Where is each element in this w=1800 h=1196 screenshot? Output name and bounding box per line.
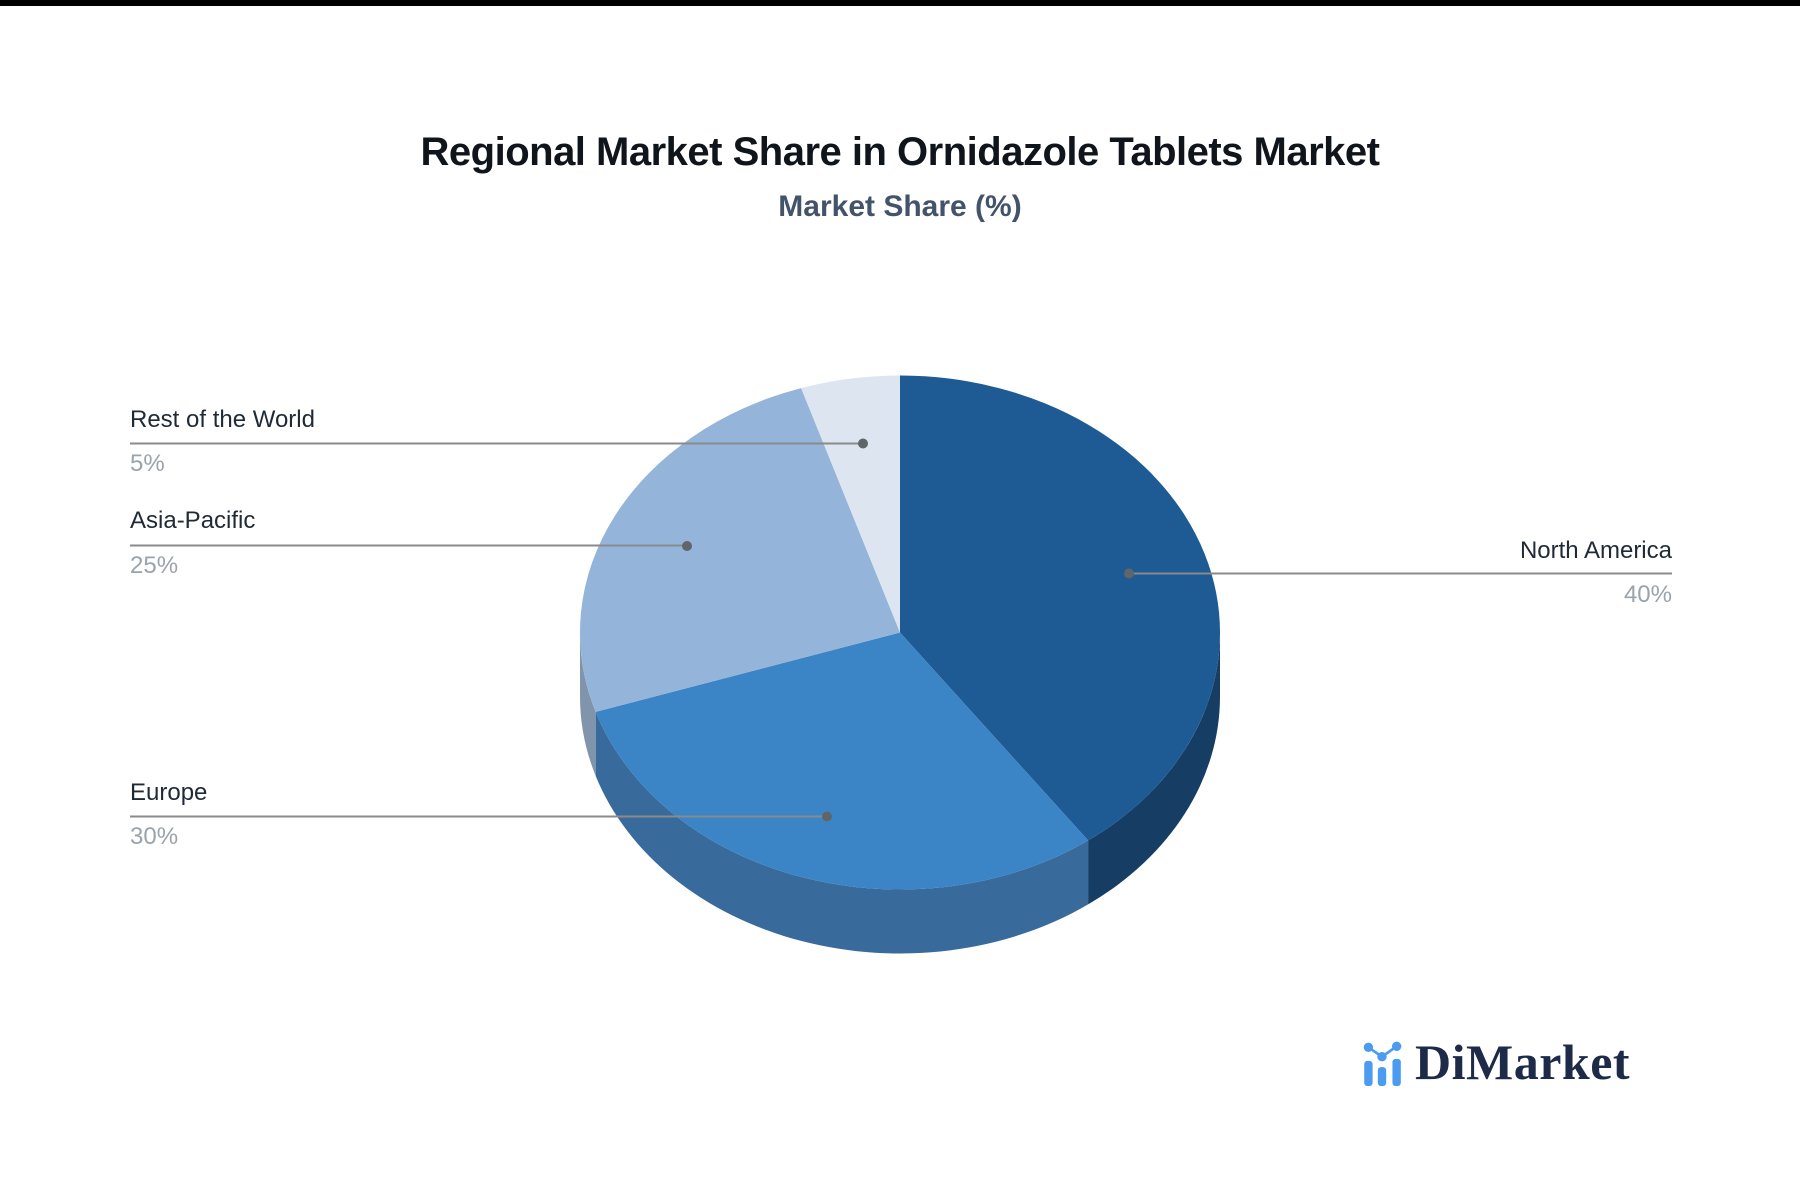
leader-dot-rest-of-the-world	[858, 438, 868, 449]
callout-europe-name: Europe	[130, 779, 208, 806]
top-edge-bar	[0, 0, 1800, 6]
brand-chart-icon	[1363, 1041, 1402, 1086]
callout-rest-of-the-world-name: Rest of the World	[130, 406, 315, 433]
callout-europe-pct: 30%	[130, 823, 179, 850]
brand-text: DiMarket	[1415, 1034, 1631, 1090]
leader-dot-north-america	[1124, 568, 1134, 579]
pie-slice-europe	[595, 632, 1089, 890]
pie-slice-side-asia-pacific	[580, 632, 596, 776]
leader-lines	[130, 438, 1672, 822]
leader-dot-asia-pacific	[682, 541, 692, 551]
pie-slice-asia-pacific	[580, 388, 900, 712]
callout-asia-pacific-pct: 25%	[130, 552, 179, 579]
pie-slice-north-america	[900, 375, 1221, 841]
pie-slice-rest-of-the-world	[801, 375, 900, 633]
leader-dot-europe	[822, 811, 832, 822]
callout-rest-of-the-world-pct: 5%	[130, 450, 165, 477]
pie-slice-side-north-america	[1088, 632, 1220, 905]
callout-north-america-name: North America	[1519, 537, 1672, 564]
chart-subtitle: Market Share (%)	[778, 190, 1022, 223]
pie-3d	[580, 375, 1221, 954]
callout-asia-pacific-name: Asia-Pacific	[130, 507, 256, 534]
pie-slice-side-europe	[595, 711, 1089, 954]
callout-north-america-pct: 40%	[1623, 581, 1672, 608]
brand-logo: DiMarket	[1362, 1034, 1630, 1090]
chart-title: Regional Market Share in Ornidazole Tabl…	[420, 130, 1380, 174]
